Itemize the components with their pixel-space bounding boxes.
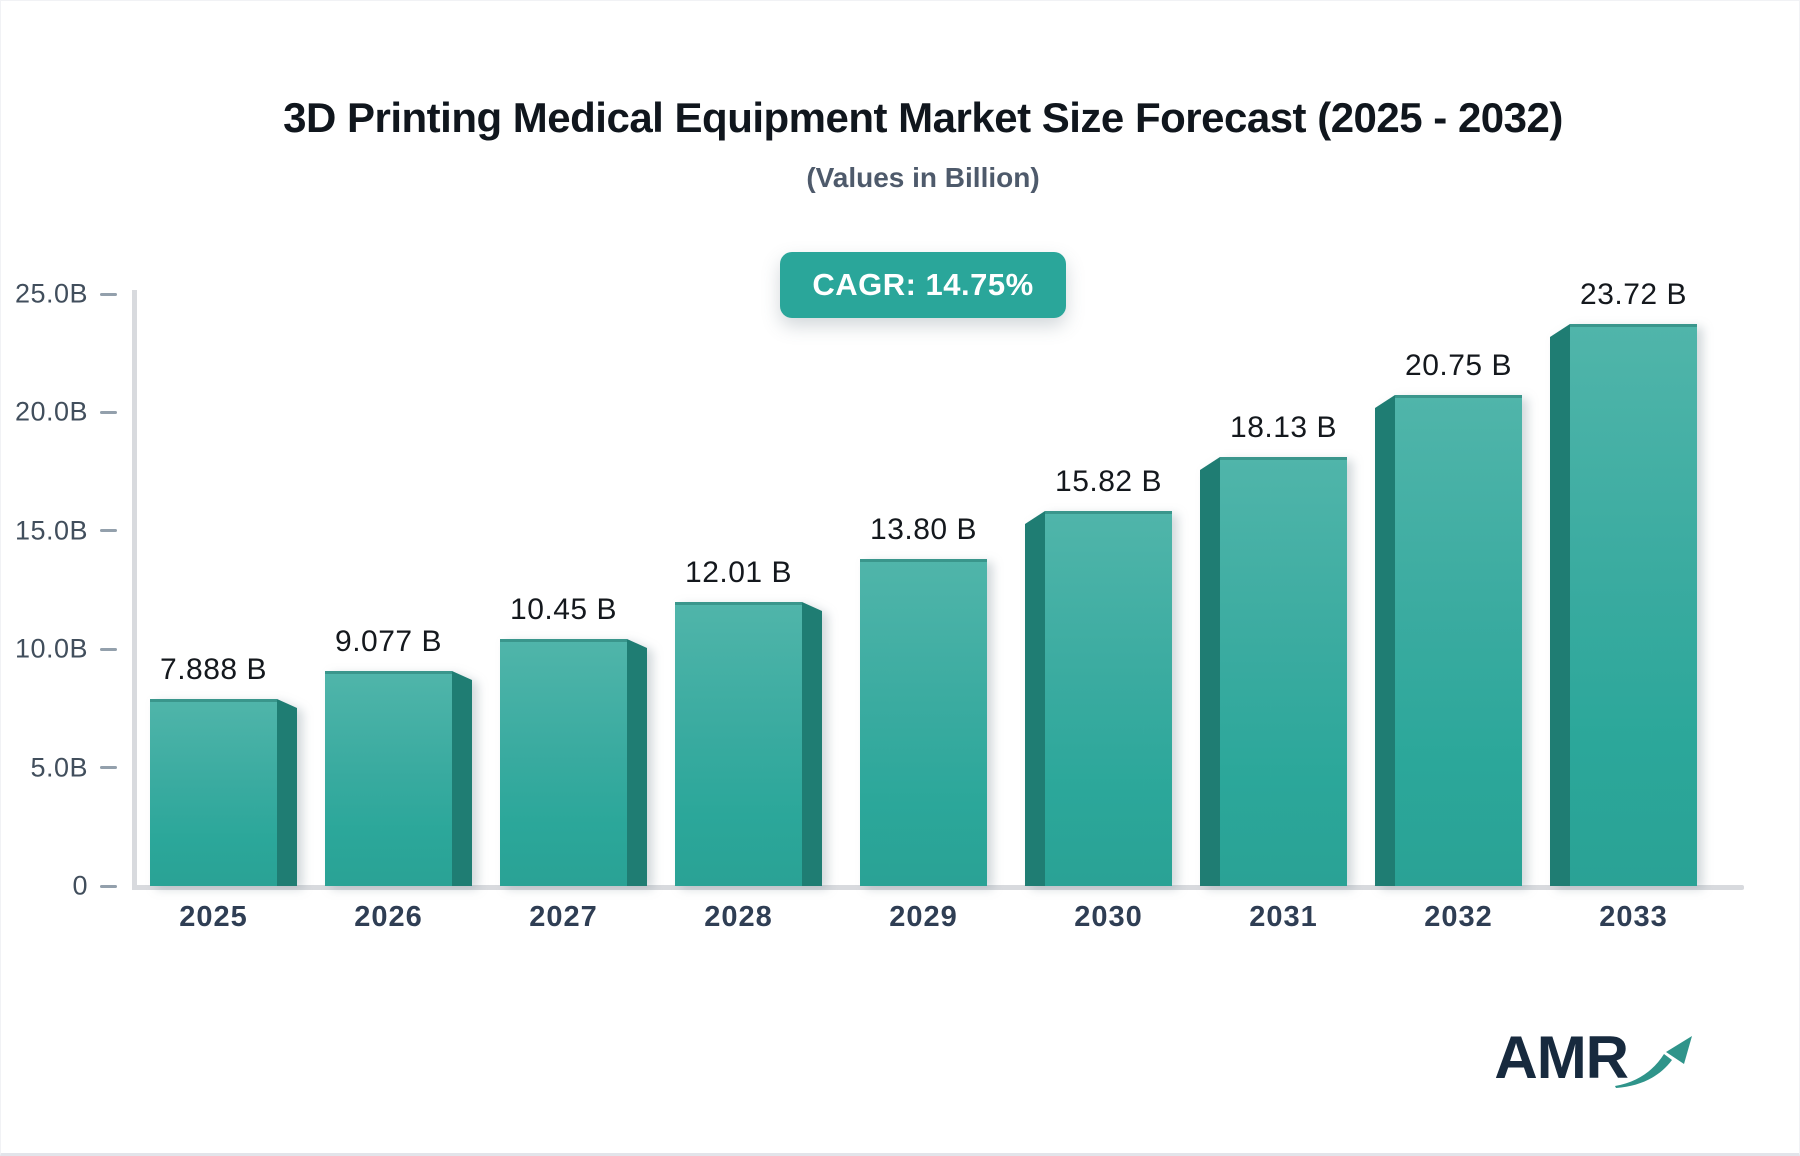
bar-2033 (1550, 324, 1697, 886)
bar-face-2026 (325, 671, 452, 886)
x-axis-category-label: 2027 (529, 901, 598, 933)
bar-2028 (675, 602, 822, 886)
bar-2026 (325, 671, 472, 886)
bar-face-2029 (860, 559, 987, 886)
y-axis-tick-label: 15.0B (14, 515, 88, 546)
bar-2029 (860, 559, 987, 886)
bar-2025 (150, 699, 297, 886)
chart-subtitle: (Values in Billion) (806, 162, 1040, 193)
y-axis-tick (100, 292, 117, 296)
bar-face-2031 (1220, 457, 1347, 886)
bar-value-label: 9.077 B (335, 625, 442, 658)
amr-logo-text: AMR (1494, 1024, 1629, 1091)
growth-arrow-icon (1615, 1036, 1692, 1088)
bar-value-label: 20.75 B (1405, 349, 1512, 382)
x-axis-category-label: 2028 (704, 901, 773, 933)
y-axis-tick (100, 884, 117, 888)
bar-side-2030 (1025, 511, 1045, 886)
x-axis-category-label: 2025 (179, 901, 248, 933)
bar-side-2032 (1375, 395, 1395, 886)
y-axis-tick (100, 529, 117, 533)
x-axis-category-label: 2030 (1074, 901, 1143, 933)
bar-face-2027 (500, 639, 627, 886)
y-axis-tick (100, 766, 117, 770)
y-axis-tick-label: 20.0B (14, 396, 88, 427)
bar-2031 (1200, 457, 1347, 886)
bar-side-2031 (1200, 457, 1220, 886)
x-axis-category-label: 2029 (889, 901, 958, 933)
bar-2027 (500, 639, 647, 886)
y-axis-tick-label: 5.0B (30, 752, 88, 783)
bar-2032 (1375, 395, 1522, 886)
bar-side-2028 (802, 602, 822, 886)
bar-face-2025 (150, 699, 277, 886)
bar-value-label: 13.80 B (870, 513, 977, 546)
bar-value-label: 23.72 B (1580, 278, 1687, 311)
bar-face-2028 (675, 602, 802, 886)
amr-logo: AMR (1494, 1028, 1698, 1088)
bar-side-2033 (1550, 324, 1570, 886)
y-axis-tick (100, 647, 117, 651)
y-axis-tick (100, 410, 117, 414)
bar-face-2030 (1045, 511, 1172, 886)
y-axis-line (132, 290, 137, 890)
bar-value-label: 7.888 B (160, 653, 267, 686)
x-axis-category-label: 2033 (1599, 901, 1668, 933)
x-axis-category-label: 2031 (1249, 901, 1318, 933)
bar-2030 (1025, 511, 1172, 886)
bar-side-2025 (277, 699, 297, 886)
cagr-badge: CAGR: 14.75% (780, 252, 1066, 318)
bar-value-label: 10.45 B (510, 593, 617, 626)
x-axis-category-label: 2026 (354, 901, 423, 933)
x-axis-category-label: 2032 (1424, 901, 1493, 933)
bar-face-2033 (1570, 324, 1697, 886)
bar-side-2027 (627, 639, 647, 886)
bar-value-label: 18.13 B (1230, 411, 1337, 444)
bar-value-label: 12.01 B (685, 556, 792, 589)
x-axis-baseline (132, 885, 1744, 890)
bar-face-2032 (1395, 395, 1522, 886)
y-axis-tick-label: 0 (72, 870, 88, 901)
y-axis-tick-label: 10.0B (14, 633, 88, 664)
chart-title: 3D Printing Medical Equipment Market Siz… (283, 94, 1563, 141)
bar-value-label: 15.82 B (1055, 465, 1162, 498)
y-axis-tick-label: 25.0B (14, 278, 88, 309)
bar-side-2026 (452, 671, 472, 886)
